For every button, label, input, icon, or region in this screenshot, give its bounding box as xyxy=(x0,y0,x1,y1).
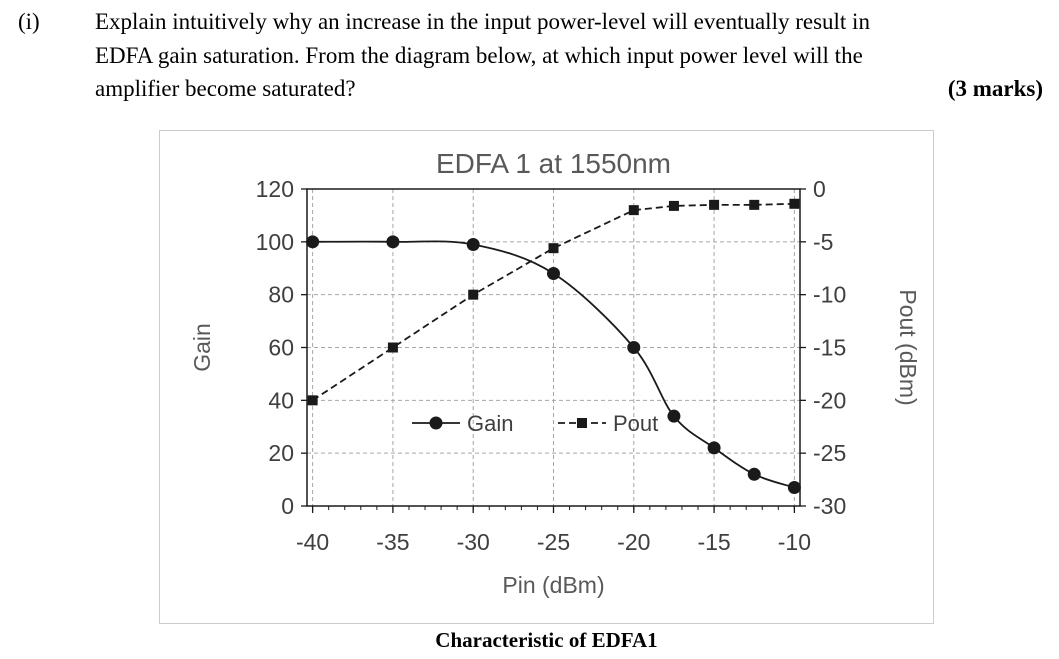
x-tick-label: -15 xyxy=(697,529,730,555)
figure-box: 0 20 40 60 80 100 120 0 -5 -10 -15 -20 -25 -30 -40 -35 -… xyxy=(159,130,934,624)
data-marker-circle xyxy=(667,409,681,423)
right-tick-label: -20 xyxy=(813,387,846,413)
series-line-gain xyxy=(312,240,795,489)
x-tick-label: -35 xyxy=(376,529,409,555)
question-line-3-text: amplifier become saturated? xyxy=(95,76,356,101)
data-marker-square xyxy=(668,200,679,211)
left-tick-label: 100 xyxy=(256,229,294,255)
right-tick-label: -5 xyxy=(813,229,833,255)
right-tick-label: -15 xyxy=(813,335,846,361)
data-marker-square xyxy=(387,342,398,353)
data-marker-circle xyxy=(306,235,320,249)
left-tick-label: 40 xyxy=(268,387,294,413)
data-marker-square xyxy=(307,395,318,406)
left-tick-label: 20 xyxy=(268,440,294,466)
legend-pout-label: Pout xyxy=(613,411,658,436)
data-marker-circle xyxy=(787,481,801,495)
data-marker-circle xyxy=(466,237,480,251)
data-marker-circle xyxy=(747,467,761,481)
legend-pout-marker-icon xyxy=(577,418,587,428)
left-tick-label: 0 xyxy=(281,493,294,519)
question-index: (i) xyxy=(18,9,40,34)
question-line-2: EDFA gain saturation. From the diagram b… xyxy=(95,42,863,68)
question-marks: (3 marks) xyxy=(947,76,1043,101)
chart-title: EDFA 1 at 1550nm xyxy=(436,148,671,179)
right-axis-title: Pout (dBm) xyxy=(895,289,921,405)
legend-gain-marker-icon xyxy=(429,416,443,430)
left-tick-label: 80 xyxy=(268,282,294,308)
question-line-3: amplifier become saturated? (3 marks) xyxy=(95,72,1043,106)
x-tick-label: -30 xyxy=(457,529,490,555)
data-marker-circle xyxy=(707,441,721,455)
data-marker-circle xyxy=(386,235,400,249)
question-line-1: Explain intuitively why an increase in t… xyxy=(95,9,870,34)
left-axis-title: Gain xyxy=(189,323,215,372)
data-marker-square xyxy=(468,289,479,300)
right-tick-label: 0 xyxy=(813,176,826,202)
data-marker-square xyxy=(548,243,559,254)
x-axis-title: Pin (dBm) xyxy=(502,572,604,598)
data-marker-square xyxy=(628,205,639,216)
right-tick-label: -25 xyxy=(813,440,846,466)
data-marker-square xyxy=(789,198,800,209)
right-tick-label: -10 xyxy=(813,282,846,308)
figure-caption: Characteristic of EDFA1 xyxy=(435,628,658,652)
x-tick-label: -25 xyxy=(537,529,570,555)
right-tick-label: -30 xyxy=(813,493,846,519)
data-marker-circle xyxy=(627,341,641,354)
legend-gain-label: Gain xyxy=(467,411,513,436)
x-tick-label: -20 xyxy=(617,529,650,555)
edfa-gain-chart: 0 20 40 60 80 100 120 0 -5 -10 -15 -20 -25 -30 -40 -35 -… xyxy=(189,148,921,598)
left-tick-label: 120 xyxy=(256,176,294,202)
data-marker-square xyxy=(709,199,720,210)
data-marker-circle xyxy=(547,267,560,281)
x-tick-label: -40 xyxy=(296,529,329,555)
question: (i) Explain intuitively why an increase … xyxy=(18,5,1043,106)
data-marker-square xyxy=(749,199,760,210)
x-tick-label: -10 xyxy=(778,529,811,555)
question-text: Explain intuitively why an increase in t… xyxy=(95,5,1043,106)
left-tick-label: 60 xyxy=(268,335,294,361)
